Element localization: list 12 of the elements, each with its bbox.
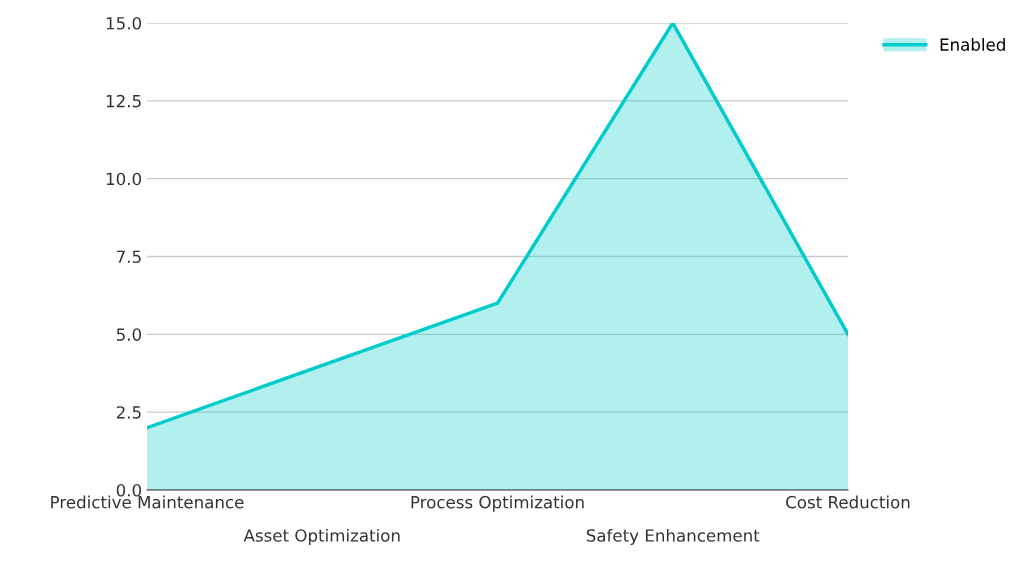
x-tick-label: Asset Optimization <box>243 528 400 546</box>
y-tick-label: 2.5 <box>116 406 141 419</box>
y-tick-label: 10.0 <box>106 172 142 186</box>
y-tick-label: 5.0 <box>116 328 142 341</box>
y-tick-label: 7.5 <box>117 250 141 264</box>
y-tick-label: 12.5 <box>106 94 141 108</box>
x-tick-label: Safety Enhancement <box>586 528 760 546</box>
x-tick-label: Process Optimization <box>411 495 584 512</box>
y-tick-label: 0.0 <box>116 483 142 497</box>
x-tick-label: Cost Reduction <box>786 495 910 509</box>
legend-label: Enabled <box>940 38 1005 51</box>
y-tick-label: 15.0 <box>106 16 142 30</box>
